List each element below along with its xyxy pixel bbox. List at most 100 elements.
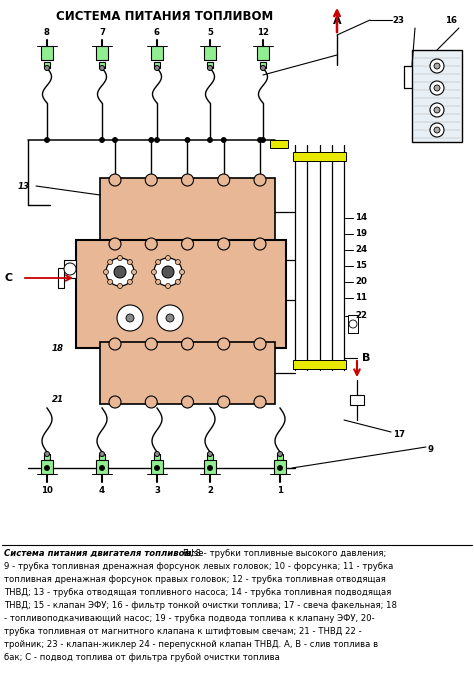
Circle shape: [45, 452, 49, 456]
Text: 6: 6: [154, 28, 160, 37]
Text: 24: 24: [355, 246, 367, 255]
Circle shape: [109, 396, 121, 408]
Bar: [348, 315, 358, 333]
Circle shape: [254, 396, 266, 408]
Circle shape: [166, 314, 174, 322]
Circle shape: [145, 174, 157, 186]
Bar: [204, 46, 216, 60]
Text: 18: 18: [52, 344, 64, 353]
Text: 9: 9: [428, 445, 434, 454]
Bar: [151, 46, 163, 60]
Text: бак; С - подвод топлива от фильтра грубой очистки топлива: бак; С - подвод топлива от фильтра грубо…: [4, 653, 280, 662]
Circle shape: [208, 66, 212, 70]
Circle shape: [182, 238, 193, 250]
Circle shape: [118, 284, 122, 288]
Circle shape: [175, 259, 181, 265]
Circle shape: [162, 266, 174, 278]
Text: 2: 2: [207, 486, 213, 495]
Circle shape: [154, 258, 182, 286]
Circle shape: [218, 338, 230, 350]
Circle shape: [261, 137, 265, 142]
Circle shape: [175, 280, 181, 284]
Circle shape: [434, 127, 440, 133]
Circle shape: [254, 238, 266, 250]
Circle shape: [106, 258, 134, 286]
Circle shape: [165, 255, 171, 261]
Circle shape: [108, 259, 113, 265]
Circle shape: [64, 263, 76, 275]
Circle shape: [157, 305, 183, 331]
Circle shape: [152, 269, 156, 274]
Text: 11: 11: [355, 294, 367, 303]
Circle shape: [126, 314, 134, 322]
Text: 4: 4: [99, 486, 105, 495]
Circle shape: [45, 137, 49, 142]
Circle shape: [145, 238, 157, 250]
Circle shape: [277, 452, 283, 456]
Circle shape: [155, 466, 159, 471]
Circle shape: [128, 259, 132, 265]
Text: 7: 7: [99, 28, 105, 37]
Circle shape: [182, 174, 193, 186]
Circle shape: [182, 396, 193, 408]
Bar: [274, 460, 286, 474]
Text: - топливоподкачивающий насос; 19 - трубка подвода топлива к клапану ЭФУ, 20-: - топливоподкачивающий насос; 19 - трубк…: [4, 614, 375, 623]
Circle shape: [221, 137, 226, 142]
Text: Система питания двигателя топливом:: Система питания двигателя топливом:: [4, 549, 195, 558]
Circle shape: [434, 63, 440, 69]
Bar: [76, 240, 286, 348]
Bar: [44, 62, 50, 68]
Circle shape: [109, 238, 121, 250]
Text: трубка топливная от магнитного клапана к штифтовым свечам; 21 - ТНВД 22 -: трубка топливная от магнитного клапана к…: [4, 627, 362, 636]
Circle shape: [117, 305, 143, 331]
Bar: [293, 152, 346, 161]
Bar: [293, 360, 346, 369]
Circle shape: [100, 66, 104, 70]
Bar: [154, 454, 160, 460]
Text: A: A: [333, 16, 341, 26]
Bar: [270, 140, 288, 148]
Text: тройник; 23 - клапан-жиклер 24 - перепускной клапан ТНВД. А, В - слив топлива в: тройник; 23 - клапан-жиклер 24 - перепус…: [4, 640, 378, 649]
Bar: [96, 460, 108, 474]
Circle shape: [208, 452, 212, 456]
Circle shape: [109, 338, 121, 350]
Circle shape: [261, 66, 265, 70]
Circle shape: [100, 466, 104, 471]
Text: 5: 5: [207, 28, 213, 37]
Circle shape: [103, 269, 109, 274]
Circle shape: [100, 452, 104, 456]
Circle shape: [155, 280, 161, 284]
Circle shape: [218, 396, 230, 408]
Circle shape: [108, 280, 113, 284]
Circle shape: [430, 103, 444, 117]
Text: 21: 21: [52, 395, 64, 404]
Bar: [257, 46, 269, 60]
Bar: [412, 50, 462, 142]
Circle shape: [109, 174, 121, 186]
Text: 20: 20: [355, 278, 367, 286]
Text: 1: 1: [277, 486, 283, 495]
Circle shape: [430, 81, 444, 95]
Bar: [207, 62, 213, 68]
Text: C: C: [5, 273, 13, 283]
Circle shape: [349, 320, 357, 328]
Circle shape: [218, 238, 230, 250]
Bar: [260, 62, 266, 68]
Bar: [41, 46, 53, 60]
Text: 16: 16: [445, 16, 457, 25]
Circle shape: [155, 137, 159, 142]
Circle shape: [182, 338, 193, 350]
Circle shape: [112, 137, 118, 142]
Text: ТНВД; 13 - трубка отводящая топливного насоса; 14 - трубка топливная подводящая: ТНВД; 13 - трубка отводящая топливного н…: [4, 588, 392, 597]
Circle shape: [155, 259, 161, 265]
Bar: [99, 454, 105, 460]
Circle shape: [434, 85, 440, 91]
Circle shape: [114, 266, 126, 278]
Bar: [58, 268, 64, 288]
Circle shape: [45, 66, 49, 70]
Bar: [207, 454, 213, 460]
Bar: [44, 454, 50, 460]
Text: 10: 10: [41, 486, 53, 495]
Circle shape: [185, 137, 190, 142]
Circle shape: [131, 269, 137, 274]
